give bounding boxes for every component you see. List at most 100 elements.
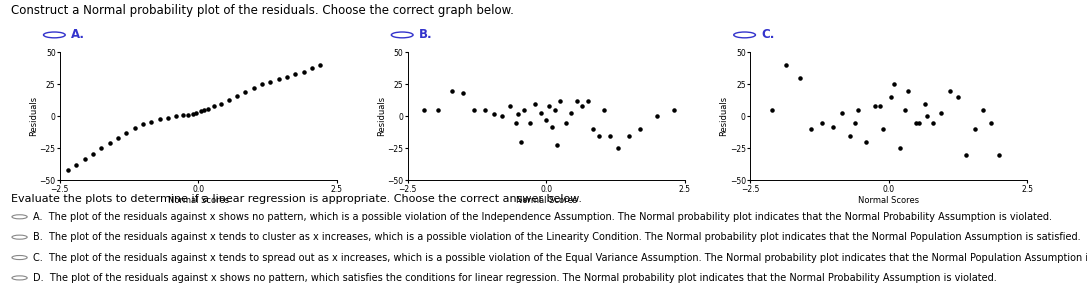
- Point: [601, 133, 619, 138]
- Point: [429, 108, 447, 112]
- Point: [92, 146, 110, 151]
- Point: [212, 101, 229, 106]
- Point: [991, 152, 1009, 157]
- Point: [579, 99, 597, 103]
- Point: [159, 115, 176, 120]
- Point: [532, 110, 549, 115]
- Point: [911, 120, 928, 125]
- Point: [184, 111, 201, 116]
- Point: [824, 124, 841, 129]
- Point: [142, 119, 160, 124]
- Point: [648, 114, 665, 119]
- Point: [537, 118, 554, 123]
- Point: [866, 104, 884, 109]
- Point: [858, 140, 875, 144]
- Point: [465, 108, 483, 112]
- Point: [596, 108, 613, 112]
- Point: [237, 90, 254, 94]
- Point: [983, 120, 1000, 125]
- Point: [883, 95, 900, 100]
- Point: [891, 146, 909, 151]
- Point: [585, 127, 602, 132]
- Point: [521, 120, 538, 125]
- Point: [590, 133, 608, 138]
- Point: [205, 104, 223, 109]
- Point: [507, 120, 524, 125]
- Point: [886, 82, 903, 87]
- Point: [174, 113, 191, 118]
- Point: [949, 95, 966, 100]
- Point: [777, 63, 795, 68]
- Text: D.  The plot of the residuals against x shows no pattern, which satisfies the co: D. The plot of the residuals against x s…: [33, 273, 997, 283]
- Y-axis label: Residuals: Residuals: [377, 96, 386, 136]
- Point: [933, 110, 950, 115]
- Point: [76, 156, 93, 161]
- Point: [841, 133, 859, 138]
- Point: [179, 113, 197, 118]
- Text: B.: B.: [418, 29, 433, 41]
- Text: B.  The plot of the residuals against x tends to cluster as x increases, which i: B. The plot of the residuals against x t…: [33, 232, 1080, 242]
- Text: Evaluate the plots to determine if a linear regression is appropriate. Choose th: Evaluate the plots to determine if a lin…: [11, 194, 582, 203]
- Point: [549, 142, 566, 147]
- Y-axis label: Residuals: Residuals: [720, 96, 728, 136]
- Point: [916, 101, 934, 106]
- Point: [493, 114, 511, 119]
- Point: [833, 110, 850, 115]
- Point: [151, 117, 168, 121]
- Point: [513, 140, 530, 144]
- Point: [245, 86, 262, 91]
- Point: [221, 97, 238, 102]
- Point: [621, 133, 638, 138]
- Point: [228, 94, 246, 98]
- Point: [270, 77, 287, 81]
- Point: [562, 110, 579, 115]
- Point: [544, 124, 561, 129]
- Point: [610, 146, 627, 151]
- Point: [510, 111, 527, 116]
- Point: [192, 109, 210, 113]
- Point: [849, 108, 866, 112]
- Point: [303, 65, 321, 70]
- Point: [574, 104, 591, 109]
- X-axis label: Normal Scores: Normal Scores: [515, 196, 577, 205]
- Point: [974, 108, 991, 112]
- Point: [501, 104, 518, 109]
- Point: [476, 108, 493, 112]
- Point: [312, 63, 329, 68]
- Point: [443, 88, 461, 93]
- Point: [187, 110, 204, 115]
- Point: [966, 127, 984, 132]
- Point: [454, 91, 472, 96]
- Point: [802, 127, 820, 132]
- Point: [897, 108, 914, 112]
- Point: [134, 122, 151, 126]
- Y-axis label: Residuals: Residuals: [29, 96, 38, 136]
- Point: [791, 76, 809, 80]
- Point: [551, 99, 569, 103]
- Point: [67, 163, 85, 167]
- Point: [262, 79, 279, 84]
- Point: [872, 104, 889, 109]
- Point: [287, 72, 304, 77]
- Point: [958, 152, 975, 157]
- Point: [526, 101, 544, 106]
- Point: [540, 104, 558, 109]
- Point: [924, 120, 941, 125]
- Text: C.  The plot of the residuals against x tends to spread out as x increases, whic: C. The plot of the residuals against x t…: [33, 253, 1087, 262]
- Point: [126, 126, 143, 130]
- Point: [763, 108, 780, 112]
- Point: [200, 107, 217, 111]
- Text: C.: C.: [761, 29, 774, 41]
- Point: [60, 168, 77, 173]
- Text: A.  The plot of the residuals against x shows no pattern, which is a possible vi: A. The plot of the residuals against x s…: [33, 212, 1051, 222]
- Point: [253, 82, 271, 87]
- Point: [485, 111, 502, 116]
- Text: Construct a Normal probability plot of the residuals. Choose the correct graph b: Construct a Normal probability plot of t…: [11, 4, 514, 17]
- Point: [167, 114, 185, 119]
- Point: [85, 151, 102, 156]
- Point: [117, 131, 135, 135]
- Point: [546, 108, 563, 112]
- X-axis label: Normal Scores: Normal Scores: [167, 196, 229, 205]
- Point: [295, 69, 312, 74]
- Point: [941, 88, 959, 93]
